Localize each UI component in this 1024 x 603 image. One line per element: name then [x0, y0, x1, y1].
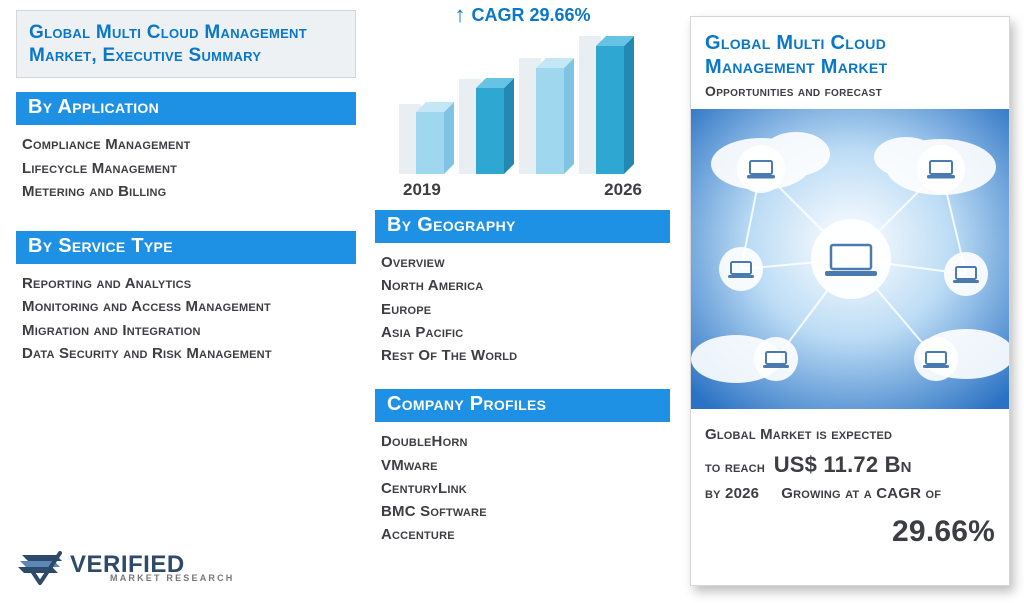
cagr-label: CAGR 29.66% [471, 5, 590, 26]
forecast-line-3: by 2026 Growing at a CAGR of [705, 482, 995, 506]
forecast-card: Global Multi Cloud Management Market Opp… [690, 16, 1010, 586]
section-head: By Application [16, 92, 356, 125]
section-geography: By Geography Overview North America Euro… [375, 210, 670, 375]
chart-bar [593, 46, 633, 174]
forecast-reach-label: to reach [705, 459, 765, 476]
section-company-profiles: Company Profiles DoubleHorn VMware Centu… [375, 389, 670, 554]
section-head: Company Profiles [375, 389, 670, 422]
list-item: Migration and Integration [22, 319, 352, 342]
forecast-value: US$ 11.72 Bn [774, 452, 912, 477]
section-head: By Geography [375, 210, 670, 243]
list-item: CenturyLink [381, 477, 666, 500]
cloud-network-icon [691, 109, 1009, 409]
section-head: By Service Type [16, 231, 356, 264]
forecast-by-year: by 2026 [705, 482, 759, 506]
forecast-line-2: to reach US$ 11.72 Bn [705, 447, 995, 482]
chart-bar [533, 68, 573, 174]
section-application: By Application Compliance Management Lif… [16, 92, 356, 211]
col-mid: ↑ CAGR 29.66% 2019 2026 By Geography Ove… [375, 4, 670, 555]
list-item: Metering and Billing [22, 180, 352, 203]
year-axis: 2019 2026 [375, 178, 670, 200]
section-body: Overview North America Europe Asia Pacif… [375, 243, 670, 375]
list-item: VMware [381, 454, 666, 477]
chart-bar [473, 88, 513, 174]
forecast-cagr-label: Growing at a CAGR of [781, 482, 941, 506]
section-body: Compliance Management Lifecycle Manageme… [16, 125, 356, 211]
list-item: Compliance Management [22, 133, 352, 156]
list-item: Lifecycle Management [22, 157, 352, 180]
section-body: DoubleHorn VMware CenturyLink BMC Softwa… [375, 422, 670, 554]
forecast-card-inner: Global Multi Cloud Management Market Opp… [691, 17, 1009, 566]
year-end: 2026 [604, 180, 642, 200]
card-subtitle: Opportunities and forecast [705, 83, 995, 99]
list-item: DoubleHorn [381, 430, 666, 453]
cagr-label-row: ↑ CAGR 29.66% [375, 4, 670, 26]
forecast-text: Global Market is expected to reach US$ 1… [705, 423, 995, 556]
logo-main: VERIFIED [70, 555, 235, 575]
card-title: Global Multi Cloud Management Market [705, 31, 995, 79]
logo-sub: MARKET RESEARCH [110, 575, 235, 583]
list-item: Europe [381, 298, 666, 321]
list-item: Asia Pacific [381, 321, 666, 344]
list-item: Monitoring and Access Management [22, 295, 352, 318]
forecast-cagr-value: 29.66% [705, 508, 995, 556]
list-item: North America [381, 274, 666, 297]
section-service-type: By Service Type Reporting and Analytics … [16, 231, 356, 373]
col-left: Global Multi Cloud Management Market, Ex… [16, 10, 356, 373]
cloud-network-graphic [691, 109, 1009, 409]
year-start: 2019 [403, 180, 441, 200]
growth-bar-chart [375, 28, 670, 178]
list-item: BMC Software [381, 500, 666, 523]
brand-logo: VERIFIED MARKET RESEARCH [18, 549, 235, 589]
page-title: Global Multi Cloud Management Market, Ex… [16, 10, 356, 78]
verified-logo-icon [18, 549, 62, 589]
list-item: Rest Of The World [381, 344, 666, 367]
section-body: Reporting and Analytics Monitoring and A… [16, 264, 356, 373]
list-item: Overview [381, 251, 666, 274]
forecast-line-1: Global Market is expected [705, 423, 995, 447]
chart-bar [413, 112, 453, 174]
list-item: Accenture [381, 523, 666, 546]
list-item: Reporting and Analytics [22, 272, 352, 295]
list-item: Data Security and Risk Management [22, 342, 352, 365]
arrow-up-icon: ↑ [454, 4, 465, 26]
logo-text: VERIFIED MARKET RESEARCH [70, 555, 235, 583]
